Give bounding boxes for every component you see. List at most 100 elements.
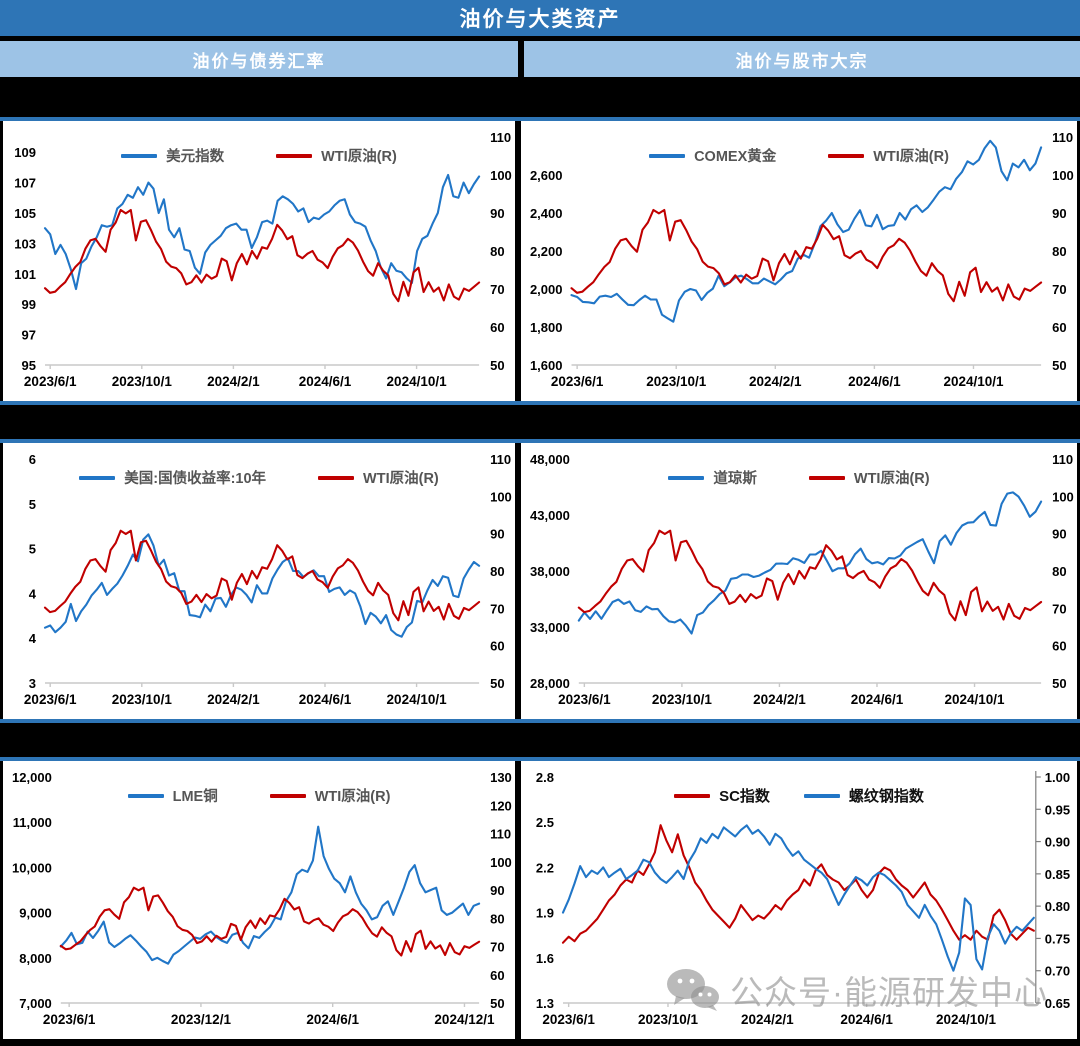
svg-text:50: 50	[1052, 358, 1066, 373]
chart-row-2: 2023/6/1 2023/10/1 2024/2/1 2024/6/1 2024/10…	[0, 443, 1080, 719]
chart-canvas: 2023/6/1 2023/10/1 2024/2/1 2024/6/1 2024/10…	[530, 130, 1074, 389]
chart-canvas: 2023/6/1 2023/10/1 2024/2/1 2024/6/1 2024/10…	[530, 452, 1074, 707]
svg-text:2024/6/1: 2024/6/1	[299, 692, 352, 707]
svg-text:0.65: 0.65	[1045, 996, 1070, 1011]
svg-text:2023/10/1: 2023/10/1	[646, 374, 707, 389]
svg-text:110: 110	[1052, 452, 1073, 467]
svg-text:2.2: 2.2	[536, 860, 554, 875]
page-title: 油价与大类资产	[0, 0, 1080, 36]
svg-text:110: 110	[490, 452, 511, 467]
svg-text:2023/10/1: 2023/10/1	[652, 692, 713, 707]
chart-lme-copper-vs-wti: 2023/6/1 2023/12/1 2024/6/1 2024/12/1 12,000…	[3, 761, 515, 1039]
svg-text:5: 5	[29, 497, 36, 512]
chart-comex-gold-vs-wti: 2023/6/1 2023/10/1 2024/2/1 2024/6/1 2024/10…	[521, 121, 1077, 401]
svg-text:90: 90	[1052, 206, 1066, 221]
svg-text:2023/6/1: 2023/6/1	[24, 692, 77, 707]
svg-text:43,000: 43,000	[530, 508, 570, 523]
svg-text:2023/10/1: 2023/10/1	[112, 374, 173, 389]
chart-dow-jones-vs-wti: 2023/6/1 2023/10/1 2024/2/1 2024/6/1 2024/10…	[521, 443, 1077, 719]
svg-text:2.8: 2.8	[536, 770, 554, 785]
svg-text:2,200: 2,200	[530, 244, 563, 259]
svg-text:2024/6/1: 2024/6/1	[299, 374, 352, 389]
svg-text:2023/6/1: 2023/6/1	[24, 374, 77, 389]
svg-text:48,000: 48,000	[530, 452, 570, 467]
svg-text:2024/10/1: 2024/10/1	[936, 1012, 997, 1027]
svg-text:50: 50	[1052, 676, 1066, 691]
svg-text:110: 110	[490, 827, 511, 842]
series-line-美国:国债收益率:10年	[43, 533, 481, 638]
svg-text:4: 4	[29, 631, 37, 646]
accent-line	[0, 719, 1080, 723]
svg-text:2,400: 2,400	[530, 206, 563, 221]
svg-text:12,000: 12,000	[12, 770, 52, 785]
separator-band	[0, 405, 1080, 439]
svg-text:50: 50	[490, 358, 504, 373]
series-line-WTI原油(R)	[577, 529, 1043, 622]
column-header-row: 油价与债券汇率 油价与股市大宗	[0, 41, 1080, 77]
chart-sc-index-vs-rebar: 2023/6/1 2023/10/1 2024/2/1 2024/6/1 2024/10…	[521, 761, 1077, 1039]
chart-canvas: 2023/6/1 2023/10/1 2024/2/1 2024/6/1 2024/10…	[24, 452, 512, 707]
series-line-COMEX黄金	[570, 139, 1043, 323]
svg-text:50: 50	[490, 676, 504, 691]
svg-text:50: 50	[490, 996, 504, 1011]
svg-text:1.6: 1.6	[536, 951, 554, 966]
chart-row-1: 2023/6/1 2023/10/1 2024/2/1 2024/6/1 2024/10…	[0, 121, 1080, 401]
svg-text:70: 70	[490, 940, 504, 955]
svg-text:90: 90	[490, 883, 504, 898]
svg-text:0.95: 0.95	[1045, 802, 1070, 817]
svg-text:130: 130	[490, 770, 512, 785]
svg-text:8,000: 8,000	[19, 951, 52, 966]
svg-text:0.85: 0.85	[1045, 867, 1070, 882]
svg-text:2023/6/1: 2023/6/1	[551, 374, 604, 389]
series-line-道琼斯	[577, 491, 1043, 635]
svg-text:1.9: 1.9	[536, 906, 554, 921]
svg-text:2024/2/1: 2024/2/1	[749, 374, 802, 389]
svg-text:70: 70	[1052, 601, 1066, 616]
svg-text:5: 5	[29, 542, 36, 557]
svg-text:95: 95	[22, 358, 36, 373]
chart-canvas: 2023/6/1 2023/10/1 2024/2/1 2024/6/1 2024/10…	[536, 770, 1070, 1027]
svg-text:2024/2/1: 2024/2/1	[207, 692, 260, 707]
chart-usd-index-vs-wti: 2023/6/1 2023/10/1 2024/2/1 2024/6/1 2024/10…	[3, 121, 515, 401]
svg-text:7,000: 7,000	[19, 996, 52, 1011]
series-line-美元指数	[43, 173, 481, 291]
svg-text:10,000: 10,000	[12, 860, 52, 875]
svg-text:28,000: 28,000	[530, 676, 570, 691]
svg-text:80: 80	[1052, 244, 1066, 259]
svg-text:99: 99	[22, 297, 36, 312]
svg-text:2,000: 2,000	[530, 282, 563, 297]
accent-line	[0, 757, 1080, 761]
svg-text:100: 100	[490, 855, 512, 870]
chart-canvas: 2023/6/1 2023/12/1 2024/6/1 2024/12/1 12,000…	[12, 770, 512, 1027]
separator-band	[0, 723, 1080, 757]
svg-text:2023/10/1: 2023/10/1	[112, 692, 173, 707]
svg-text:100: 100	[1052, 489, 1074, 504]
svg-text:80: 80	[490, 564, 504, 579]
svg-text:101: 101	[14, 267, 36, 282]
series-line-SC指数	[561, 824, 1035, 944]
svg-text:70: 70	[490, 282, 504, 297]
svg-text:80: 80	[490, 911, 504, 926]
svg-text:3: 3	[29, 676, 36, 691]
column-header-equity-commodity: 油价与股市大宗	[524, 41, 1080, 77]
svg-text:2023/10/1: 2023/10/1	[638, 1012, 699, 1027]
svg-text:90: 90	[490, 206, 504, 221]
svg-text:70: 70	[490, 601, 504, 616]
svg-text:100: 100	[490, 168, 512, 183]
svg-text:2024/12/1: 2024/12/1	[434, 1012, 495, 1027]
svg-text:97: 97	[22, 328, 36, 343]
divider	[0, 36, 1080, 41]
svg-text:2024/10/1: 2024/10/1	[943, 374, 1004, 389]
svg-text:2024/6/1: 2024/6/1	[848, 374, 901, 389]
svg-text:100: 100	[1052, 168, 1074, 183]
svg-text:2023/6/1: 2023/6/1	[558, 692, 611, 707]
svg-text:0.75: 0.75	[1045, 931, 1070, 946]
svg-text:60: 60	[490, 968, 504, 983]
svg-text:9,000: 9,000	[19, 906, 52, 921]
accent-line	[0, 117, 1080, 121]
series-line-LME铜	[59, 825, 481, 965]
svg-text:4: 4	[29, 586, 37, 601]
svg-text:110: 110	[490, 130, 511, 145]
accent-line	[0, 401, 1080, 405]
